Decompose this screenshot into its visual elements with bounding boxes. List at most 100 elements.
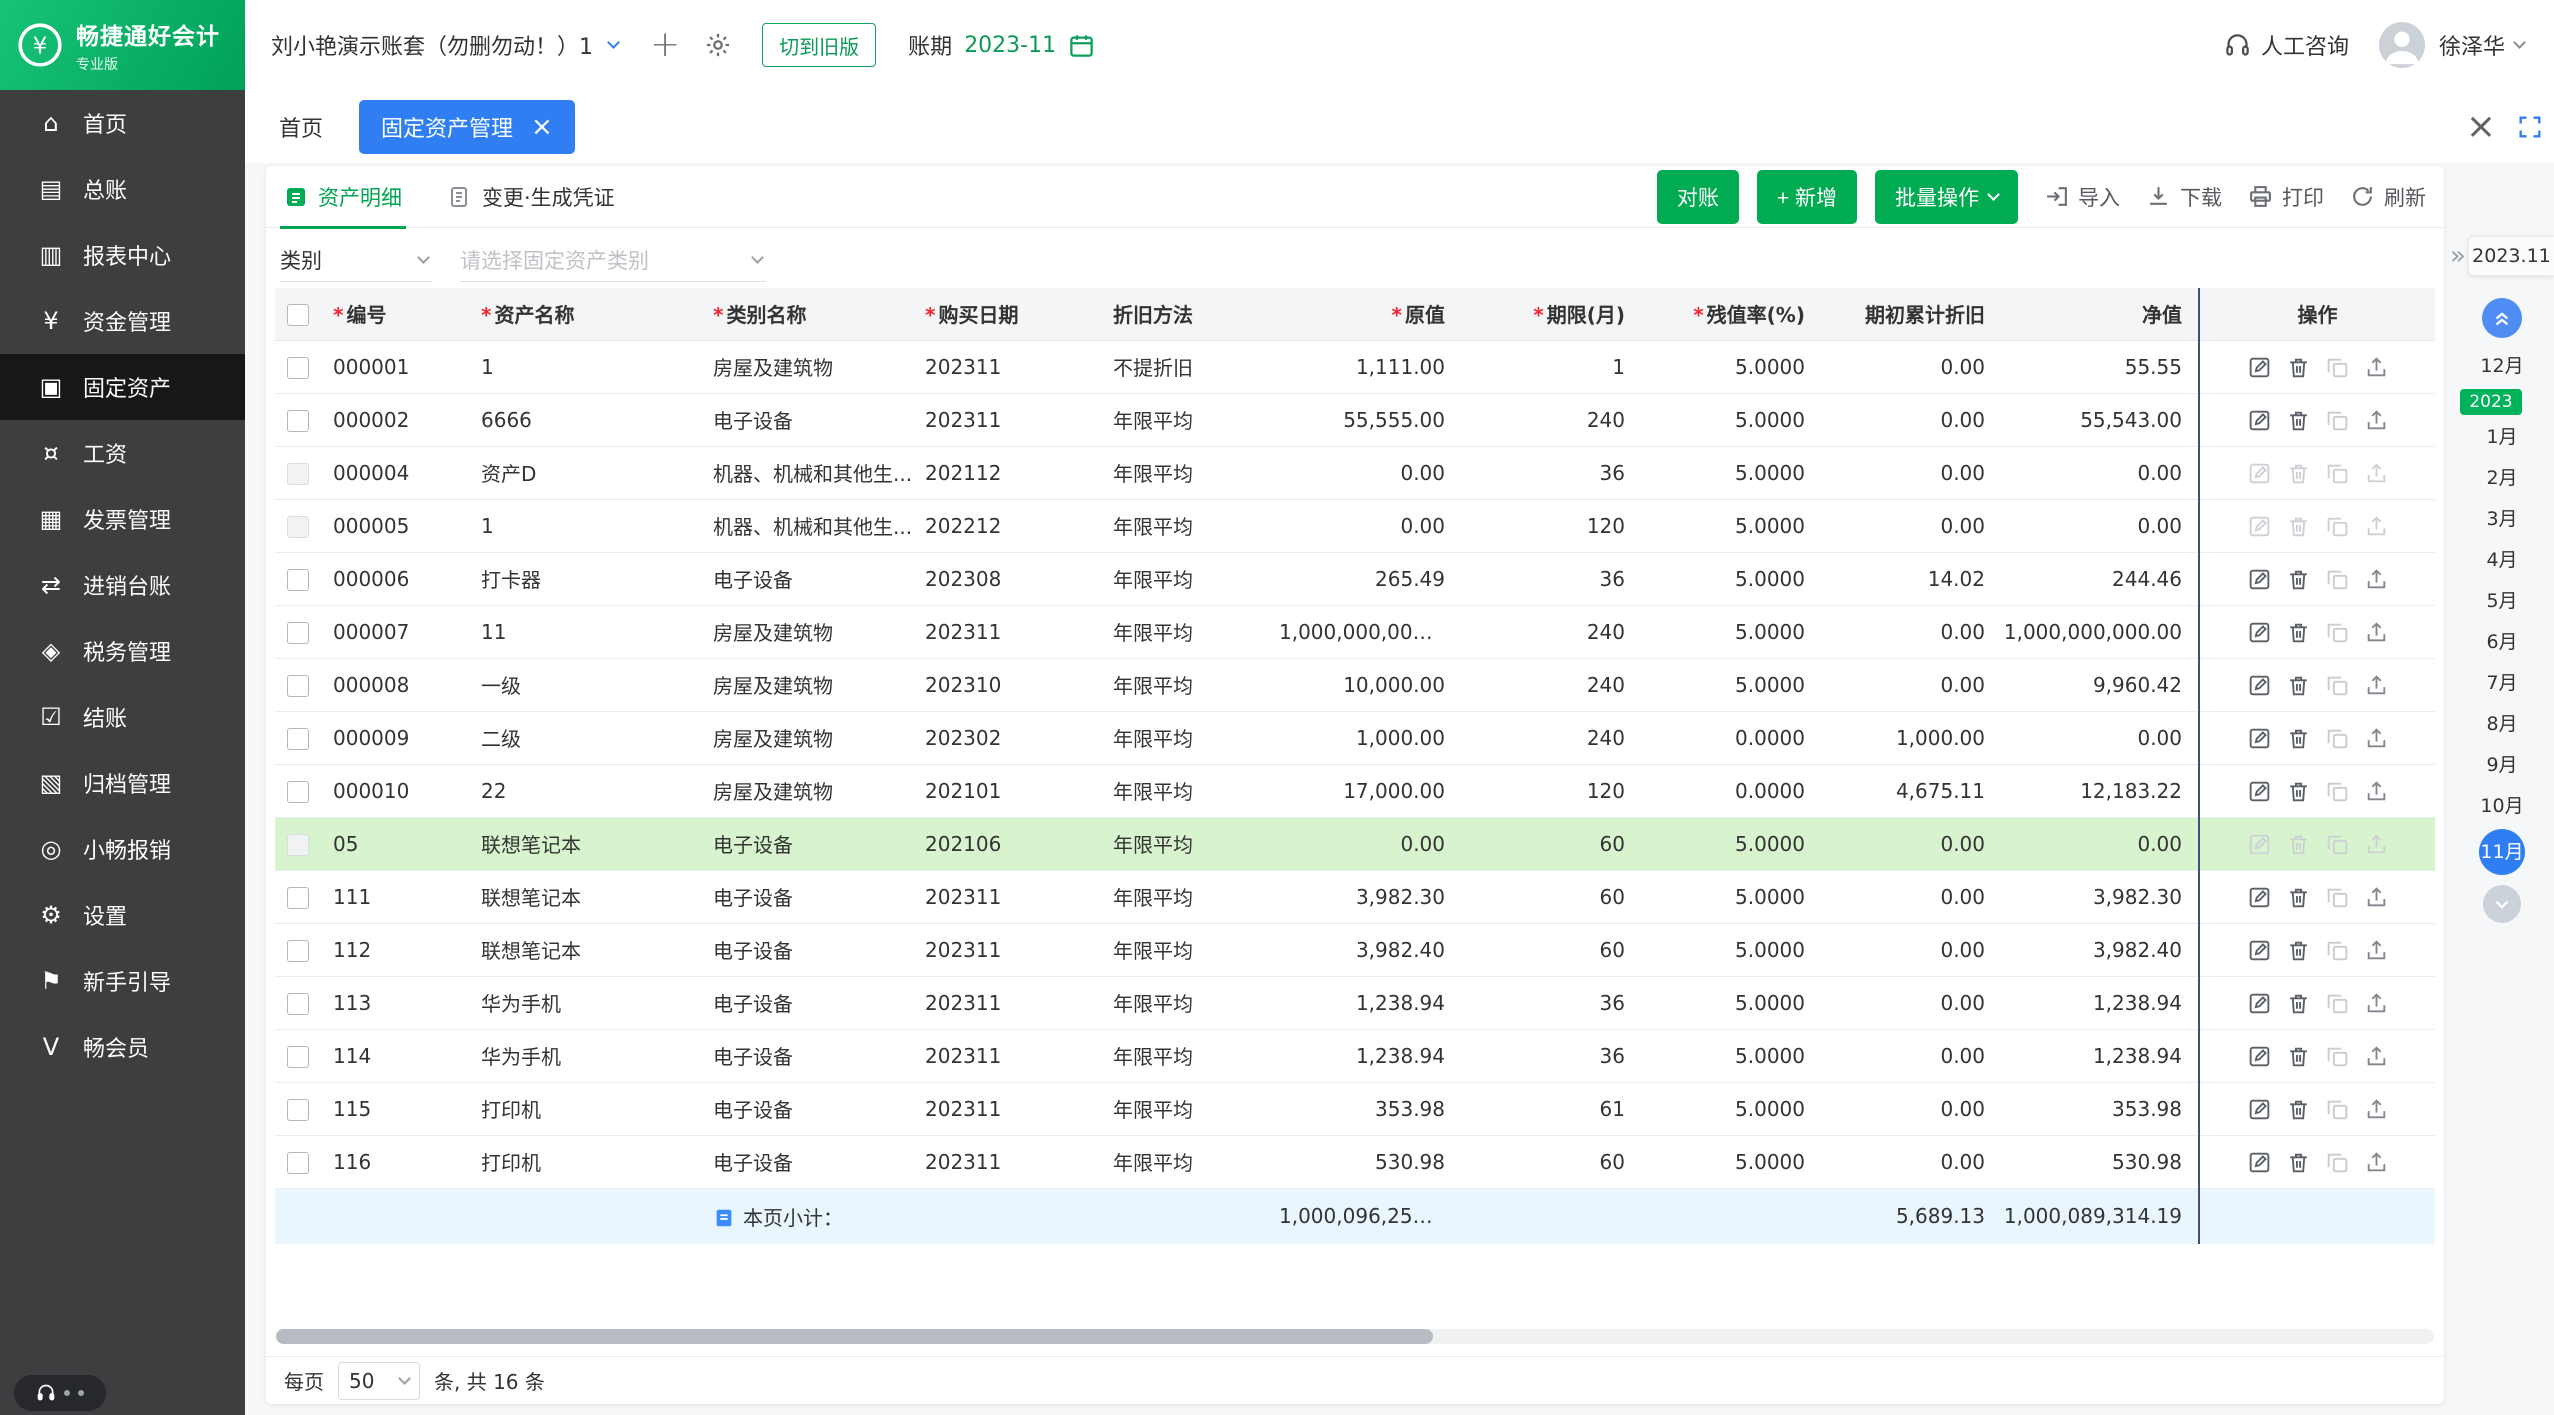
switch-old-version-button[interactable]: 切到旧版 (762, 23, 877, 67)
tab-home[interactable]: 首页 (279, 116, 324, 142)
month-item[interactable]: 5月 (2486, 590, 2518, 612)
month-item-active[interactable]: 11月 (2478, 829, 2525, 875)
copy-icon[interactable] (2325, 991, 2350, 1016)
delete-icon[interactable] (2286, 567, 2311, 592)
copy-icon[interactable] (2325, 514, 2350, 539)
delete-icon[interactable] (2286, 991, 2311, 1016)
subtab-asset-detail[interactable]: 资产明细 (280, 166, 406, 229)
month-item[interactable]: 3月 (2486, 508, 2518, 530)
month-item[interactable]: 9月 (2486, 754, 2518, 776)
asset-category-select[interactable]: 请选择固定资产类别 (460, 238, 766, 282)
copy-icon[interactable] (2325, 1044, 2350, 1069)
month-item[interactable]: 1月 (2486, 426, 2518, 448)
export-icon[interactable] (2364, 938, 2389, 963)
delete-icon[interactable] (2286, 620, 2311, 645)
export-icon[interactable] (2364, 726, 2389, 751)
row-checkbox[interactable] (287, 886, 309, 909)
export-icon[interactable] (2364, 355, 2389, 380)
fullscreen-icon[interactable] (2516, 113, 2544, 141)
edit-icon[interactable] (2247, 832, 2272, 857)
reconcile-button[interactable]: 对账 (1656, 169, 1739, 224)
export-icon[interactable] (2364, 991, 2389, 1016)
copy-icon[interactable] (2325, 461, 2350, 486)
calendar-icon[interactable] (1068, 32, 1095, 59)
copy-icon[interactable] (2325, 567, 2350, 592)
row-checkbox[interactable] (287, 939, 309, 962)
copy-icon[interactable] (2325, 726, 2350, 751)
copy-icon[interactable] (2325, 885, 2350, 910)
edit-icon[interactable] (2247, 1044, 2272, 1069)
sidebar-item-invoice-management[interactable]: ▦ 发票管理 (0, 486, 245, 552)
row-checkbox[interactable] (287, 780, 309, 803)
copy-icon[interactable] (2325, 620, 2350, 645)
row-checkbox[interactable] (287, 568, 309, 591)
copy-icon[interactable] (2325, 408, 2350, 433)
delete-icon[interactable] (2286, 1097, 2311, 1122)
month-item[interactable]: 8月 (2486, 713, 2518, 735)
export-icon[interactable] (2364, 1044, 2389, 1069)
sidebar-item-settings[interactable]: ⚙ 设置 (0, 882, 245, 948)
period-value[interactable]: 2023-11 (964, 32, 1057, 58)
delete-icon[interactable] (2286, 673, 2311, 698)
export-icon[interactable] (2364, 408, 2389, 433)
month-item[interactable]: 2月 (2486, 467, 2518, 489)
month-item[interactable]: 4月 (2486, 549, 2518, 571)
edit-icon[interactable] (2247, 461, 2272, 486)
export-icon[interactable] (2364, 514, 2389, 539)
delete-icon[interactable] (2286, 832, 2311, 857)
export-icon[interactable] (2364, 1150, 2389, 1175)
export-icon[interactable] (2364, 885, 2389, 910)
gear-icon[interactable] (704, 31, 732, 59)
row-checkbox[interactable] (287, 1045, 309, 1068)
tab-fixed-assets[interactable]: 固定资产管理 × (359, 99, 575, 154)
edit-icon[interactable] (2247, 726, 2272, 751)
row-checkbox[interactable] (287, 1098, 309, 1121)
rail-period-chip[interactable]: 2023.11 (2467, 236, 2554, 276)
delete-icon[interactable] (2286, 885, 2311, 910)
edit-icon[interactable] (2247, 885, 2272, 910)
export-icon[interactable] (2364, 779, 2389, 804)
sidebar-item-fixed-assets[interactable]: ▣ 固定资产 (0, 354, 245, 420)
row-checkbox[interactable] (287, 674, 309, 697)
month-item[interactable]: 12月 (2480, 355, 2524, 377)
add-button[interactable]: + 新增 (1756, 169, 1857, 224)
sidebar-item-fund-management[interactable]: ¥ 资金管理 (0, 288, 245, 354)
subtab-change-voucher[interactable]: 变更·生成凭证 (444, 166, 619, 228)
row-checkbox[interactable] (287, 727, 309, 750)
delete-icon[interactable] (2286, 408, 2311, 433)
copy-icon[interactable] (2325, 938, 2350, 963)
sidebar-item-chang-member[interactable]: V 畅会员 (0, 1014, 245, 1080)
sidebar-item-salary[interactable]: ¤ 工资 (0, 420, 245, 486)
delete-icon[interactable] (2286, 938, 2311, 963)
export-icon[interactable] (2364, 461, 2389, 486)
row-checkbox[interactable] (287, 992, 309, 1015)
refresh-button[interactable]: 刷新 (2350, 182, 2426, 212)
sidebar-item-closing[interactable]: ☑ 结账 (0, 684, 245, 750)
copy-icon[interactable] (2325, 832, 2350, 857)
edit-icon[interactable] (2247, 567, 2272, 592)
export-icon[interactable] (2364, 832, 2389, 857)
export-icon[interactable] (2364, 620, 2389, 645)
edit-icon[interactable] (2247, 355, 2272, 380)
scroll-up-icon[interactable] (2482, 298, 2522, 338)
category-select[interactable]: 类别 (280, 238, 432, 282)
scroll-down-icon[interactable] (2483, 885, 2521, 923)
account-selector[interactable]: 刘小艳演示账套（勿删勿动！）1 (271, 29, 620, 61)
select-all-checkbox[interactable] (287, 304, 309, 326)
sidebar-item-xiaochang-reimburse[interactable]: ◎ 小畅报销 (0, 816, 245, 882)
row-checkbox[interactable] (287, 356, 309, 379)
copy-icon[interactable] (2325, 673, 2350, 698)
copy-icon[interactable] (2325, 355, 2350, 380)
batch-actions-button[interactable]: 批量操作 (1875, 169, 2018, 224)
page-size-select[interactable]: 50 (338, 1361, 420, 1400)
edit-icon[interactable] (2247, 514, 2272, 539)
delete-icon[interactable] (2286, 514, 2311, 539)
close-icon[interactable]: × (2465, 105, 2496, 147)
edit-icon[interactable] (2247, 620, 2272, 645)
collapse-icon[interactable]: » (2450, 241, 2466, 271)
delete-icon[interactable] (2286, 461, 2311, 486)
sidebar-item-general-ledger[interactable]: ▤ 总账 (0, 156, 245, 222)
add-account-button[interactable]: + (650, 24, 681, 65)
delete-icon[interactable] (2286, 1150, 2311, 1175)
sidebar-item-archive-management[interactable]: ▧ 归档管理 (0, 750, 245, 816)
